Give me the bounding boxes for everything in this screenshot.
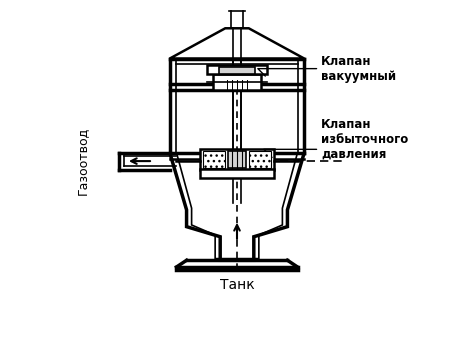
Bar bbox=[207, 65, 267, 74]
Bar bbox=[203, 151, 225, 168]
Bar bbox=[213, 74, 261, 91]
Text: Клапан
вакуумный: Клапан вакуумный bbox=[321, 55, 396, 83]
Bar bbox=[228, 151, 246, 168]
Text: Газоотвод: Газоотвод bbox=[76, 127, 89, 195]
PathPatch shape bbox=[170, 153, 304, 260]
Bar bbox=[200, 170, 274, 178]
PathPatch shape bbox=[170, 28, 304, 59]
Text: Танк: Танк bbox=[219, 279, 255, 293]
Bar bbox=[200, 149, 274, 170]
Bar bbox=[249, 151, 271, 168]
Bar bbox=[219, 67, 255, 74]
Text: Клапан
избыточного
давления: Клапан избыточного давления bbox=[321, 118, 408, 161]
